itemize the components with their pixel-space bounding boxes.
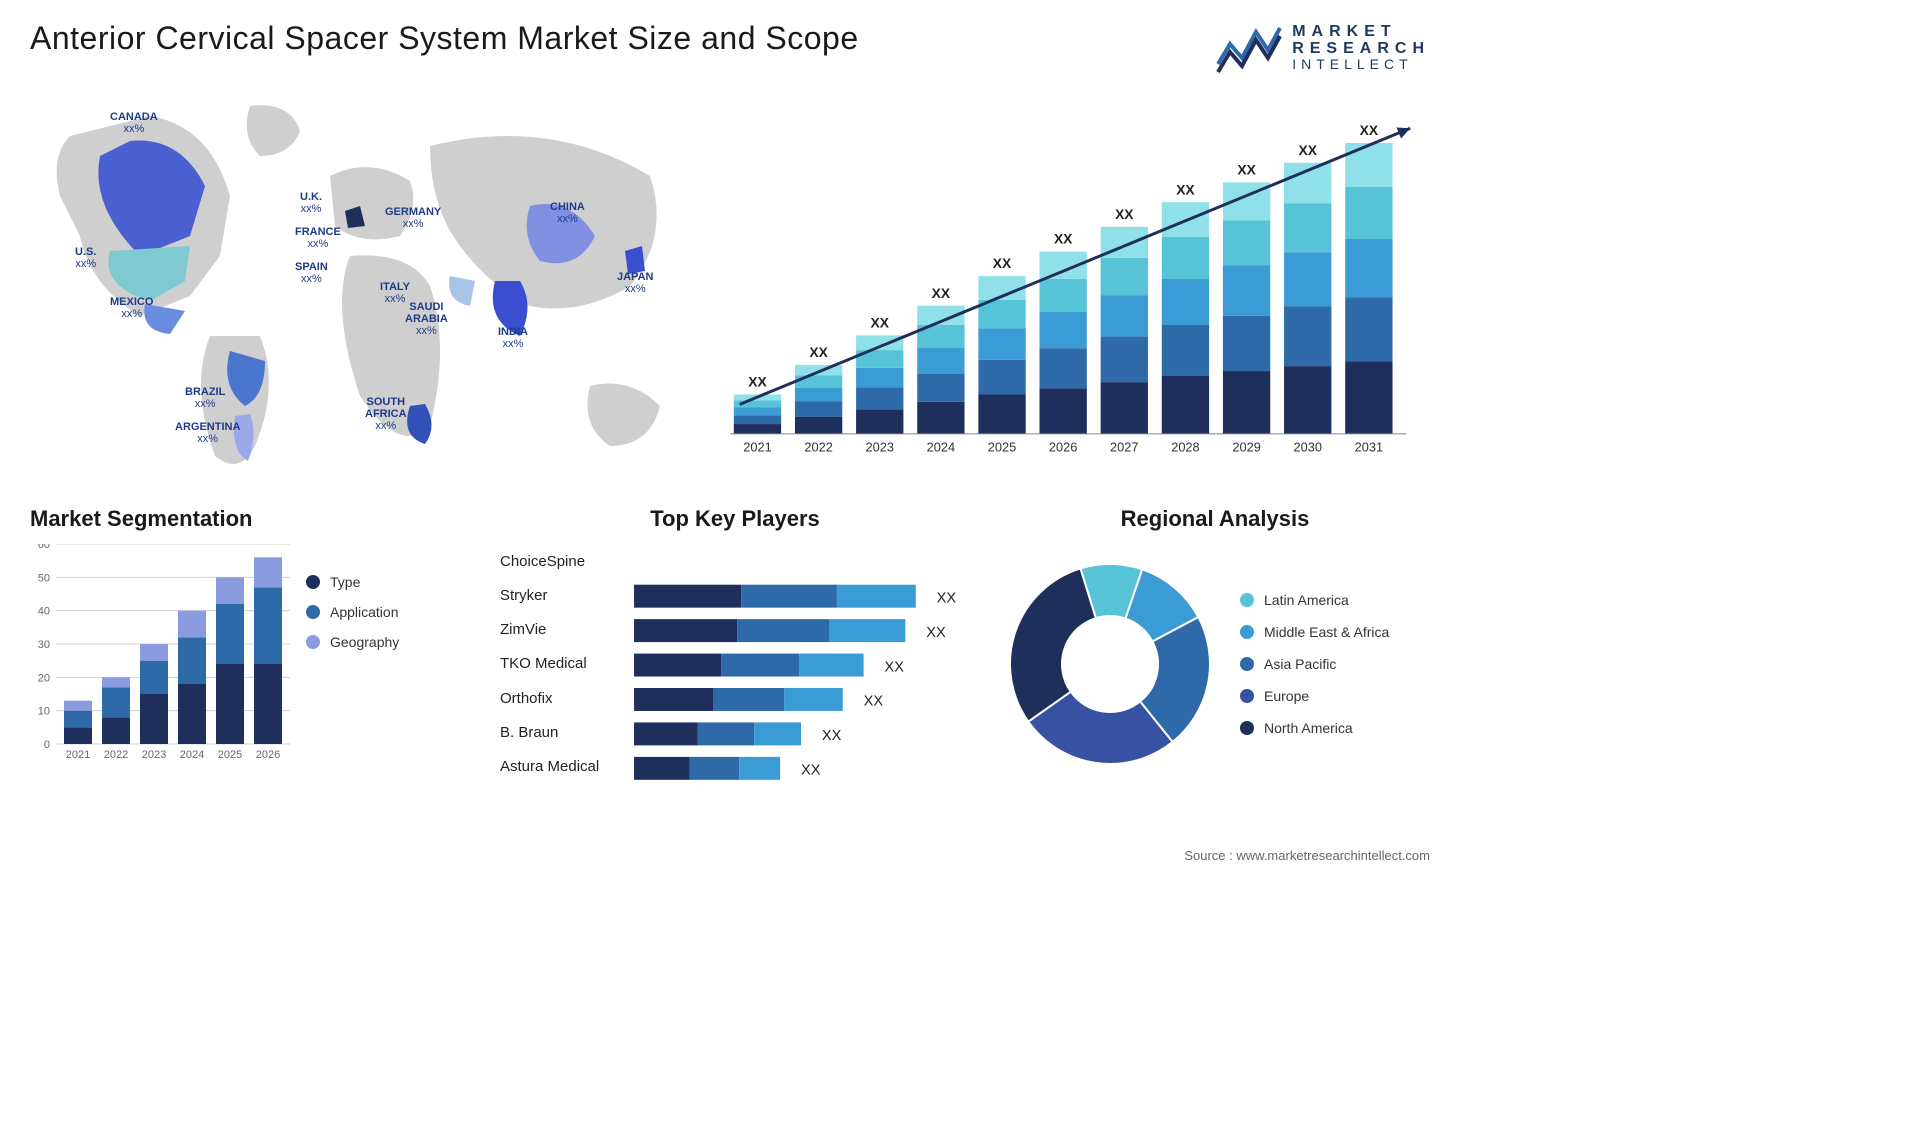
svg-text:XX: XX [871,315,890,330]
segmentation-title: Market Segmentation [30,506,470,532]
regional-panel: Regional Analysis Latin America Middle Ea… [1000,506,1430,806]
map-region-saudi [449,276,475,306]
players-labels: ChoiceSpine Stryker ZimVie TKO Medical Ortho… [500,544,620,784]
main-bar-chart: XX 2021 XX 2022 XX 2023 XX 2024 XX 2025 XX 2026 XX 20… [720,86,1430,486]
segmentation-legend: Type Application Geography [306,544,399,784]
svg-text:2024: 2024 [180,749,204,761]
legend-item: Latin America [1240,592,1389,608]
top-row: CANADAxx% U.S.xx% MEXICOxx% BRAZILxx% ARGENT… [30,86,1430,486]
map-label: FRANCExx% [295,226,341,250]
map-label: U.K.xx% [300,191,322,215]
page: Anterior Cervical Spacer System Market S… [0,0,1460,873]
map-region-japan [625,246,645,274]
svg-text:XX: XX [926,625,946,641]
svg-text:XX: XX [864,694,884,710]
segmentation-chart: 0 10 20 30 40 50 60 2021 2022 2023 2024 2025 2026 [30,544,290,784]
regional-title: Regional Analysis [1000,506,1430,532]
legend-item: Application [306,604,399,620]
svg-text:XX: XX [748,375,767,390]
players-title: Top Key Players [500,506,970,532]
svg-text:40: 40 [38,606,50,618]
player-name: TKO Medical [500,655,620,672]
map-label: JAPANxx% [617,271,653,295]
map-label: INDIAxx% [498,326,528,350]
svg-text:2022: 2022 [104,749,128,761]
svg-text:XX: XX [1054,232,1073,247]
svg-text:2029: 2029 [1232,440,1260,455]
map-label: BRAZILxx% [185,386,225,410]
svg-text:2031: 2031 [1355,440,1383,455]
map-label: MEXICOxx% [110,296,153,320]
player-name: ChoiceSpine [500,553,620,570]
logo-icon [1216,20,1282,76]
players-panel: Top Key Players ChoiceSpine Stryker ZimVie… [500,506,970,806]
bottom-row: Market Segmentation 0 10 20 30 40 50 60 2021 202… [30,506,1430,806]
map-svg [30,86,680,486]
svg-text:XX: XX [993,256,1012,271]
svg-text:XX: XX [822,728,842,744]
legend-item: Type [306,574,399,590]
header: Anterior Cervical Spacer System Market S… [30,20,1430,76]
logo-text: MARKET RESEARCH INTELLECT [1292,24,1430,72]
svg-text:2025: 2025 [988,440,1016,455]
legend-item: Middle East & Africa [1240,624,1389,640]
map-label: CHINAxx% [550,201,585,225]
player-name: Astura Medical [500,758,620,775]
svg-text:2023: 2023 [866,440,894,455]
map-label: GERMANYxx% [385,206,441,230]
svg-text:2021: 2021 [66,749,90,761]
svg-text:2027: 2027 [1110,440,1138,455]
player-name: Orthofix [500,690,620,707]
legend-item: North America [1240,720,1389,736]
svg-text:XX: XX [809,345,828,360]
map-label: CANADAxx% [110,111,158,135]
player-name: B. Braun [500,724,620,741]
source-label: Source : www.marketresearchintellect.com [1184,848,1430,863]
legend-item: Geography [306,634,399,650]
player-name: Stryker [500,587,620,604]
world-map: CANADAxx% U.S.xx% MEXICOxx% BRAZILxx% ARGENT… [30,86,680,486]
svg-text:2030: 2030 [1293,440,1321,455]
segmentation-panel: Market Segmentation 0 10 20 30 40 50 60 2021 202… [30,506,470,806]
svg-text:60: 60 [38,544,50,551]
svg-text:2024: 2024 [927,440,955,455]
svg-text:XX: XX [937,590,957,606]
svg-text:10: 10 [38,706,50,718]
svg-text:XX: XX [1176,182,1195,197]
svg-text:2021: 2021 [743,440,771,455]
svg-text:2022: 2022 [804,440,832,455]
svg-text:2026: 2026 [256,749,280,761]
svg-text:2026: 2026 [1049,440,1077,455]
svg-text:XX: XX [801,763,821,779]
svg-text:XX: XX [884,659,904,675]
players-bars: XX XX XX XX XX XX [632,544,970,784]
player-name: ZimVie [500,621,620,638]
regional-legend: Latin America Middle East & Africa Asia Pa… [1240,592,1389,736]
map-label: SOUTHAFRICAxx% [365,396,407,432]
svg-text:0: 0 [44,739,50,751]
svg-text:XX: XX [1115,207,1134,222]
svg-text:20: 20 [38,672,50,684]
map-label: SPAINxx% [295,261,328,285]
map-label: U.S.xx% [75,246,96,270]
logo: MARKET RESEARCH INTELLECT [1216,20,1430,76]
svg-text:XX: XX [1360,123,1379,138]
svg-text:50: 50 [38,572,50,584]
svg-text:XX: XX [1237,163,1256,178]
svg-text:2028: 2028 [1171,440,1199,455]
svg-text:30: 30 [38,639,50,651]
map-label: ARGENTINAxx% [175,421,240,445]
map-region-sa [407,404,431,444]
svg-text:XX: XX [932,286,951,301]
svg-text:XX: XX [1299,143,1318,158]
legend-item: Asia Pacific [1240,656,1389,672]
svg-text:2025: 2025 [218,749,242,761]
page-title: Anterior Cervical Spacer System Market S… [30,20,859,57]
svg-text:2023: 2023 [142,749,166,761]
legend-item: Europe [1240,688,1389,704]
map-label: SAUDIARABIAxx% [405,301,448,337]
donut-chart [1000,554,1220,774]
